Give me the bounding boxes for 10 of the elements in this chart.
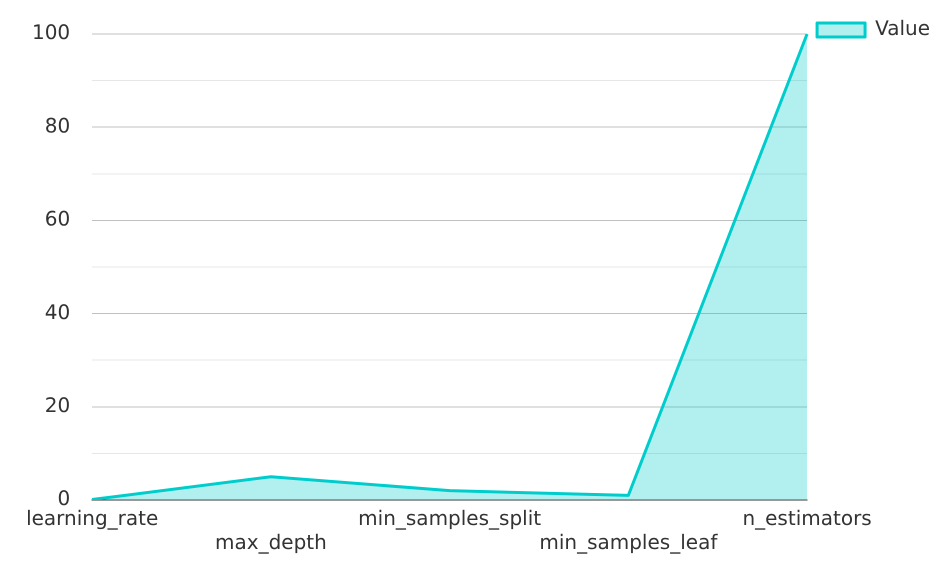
y-tick-label: 100 [32,20,70,44]
y-tick-label: 20 [44,393,70,418]
x-tick-label: max_depth [215,530,327,554]
legend-label: Value [875,16,930,40]
y-tick-label: 60 [44,206,70,231]
x-tick-label: min_samples_leaf [539,530,718,554]
y-tick-label: 40 [44,300,70,324]
x-tick-label: n_estimators [742,506,872,530]
y-tick-label: 80 [44,113,70,138]
x-tick-label: min_samples_split [358,506,542,530]
